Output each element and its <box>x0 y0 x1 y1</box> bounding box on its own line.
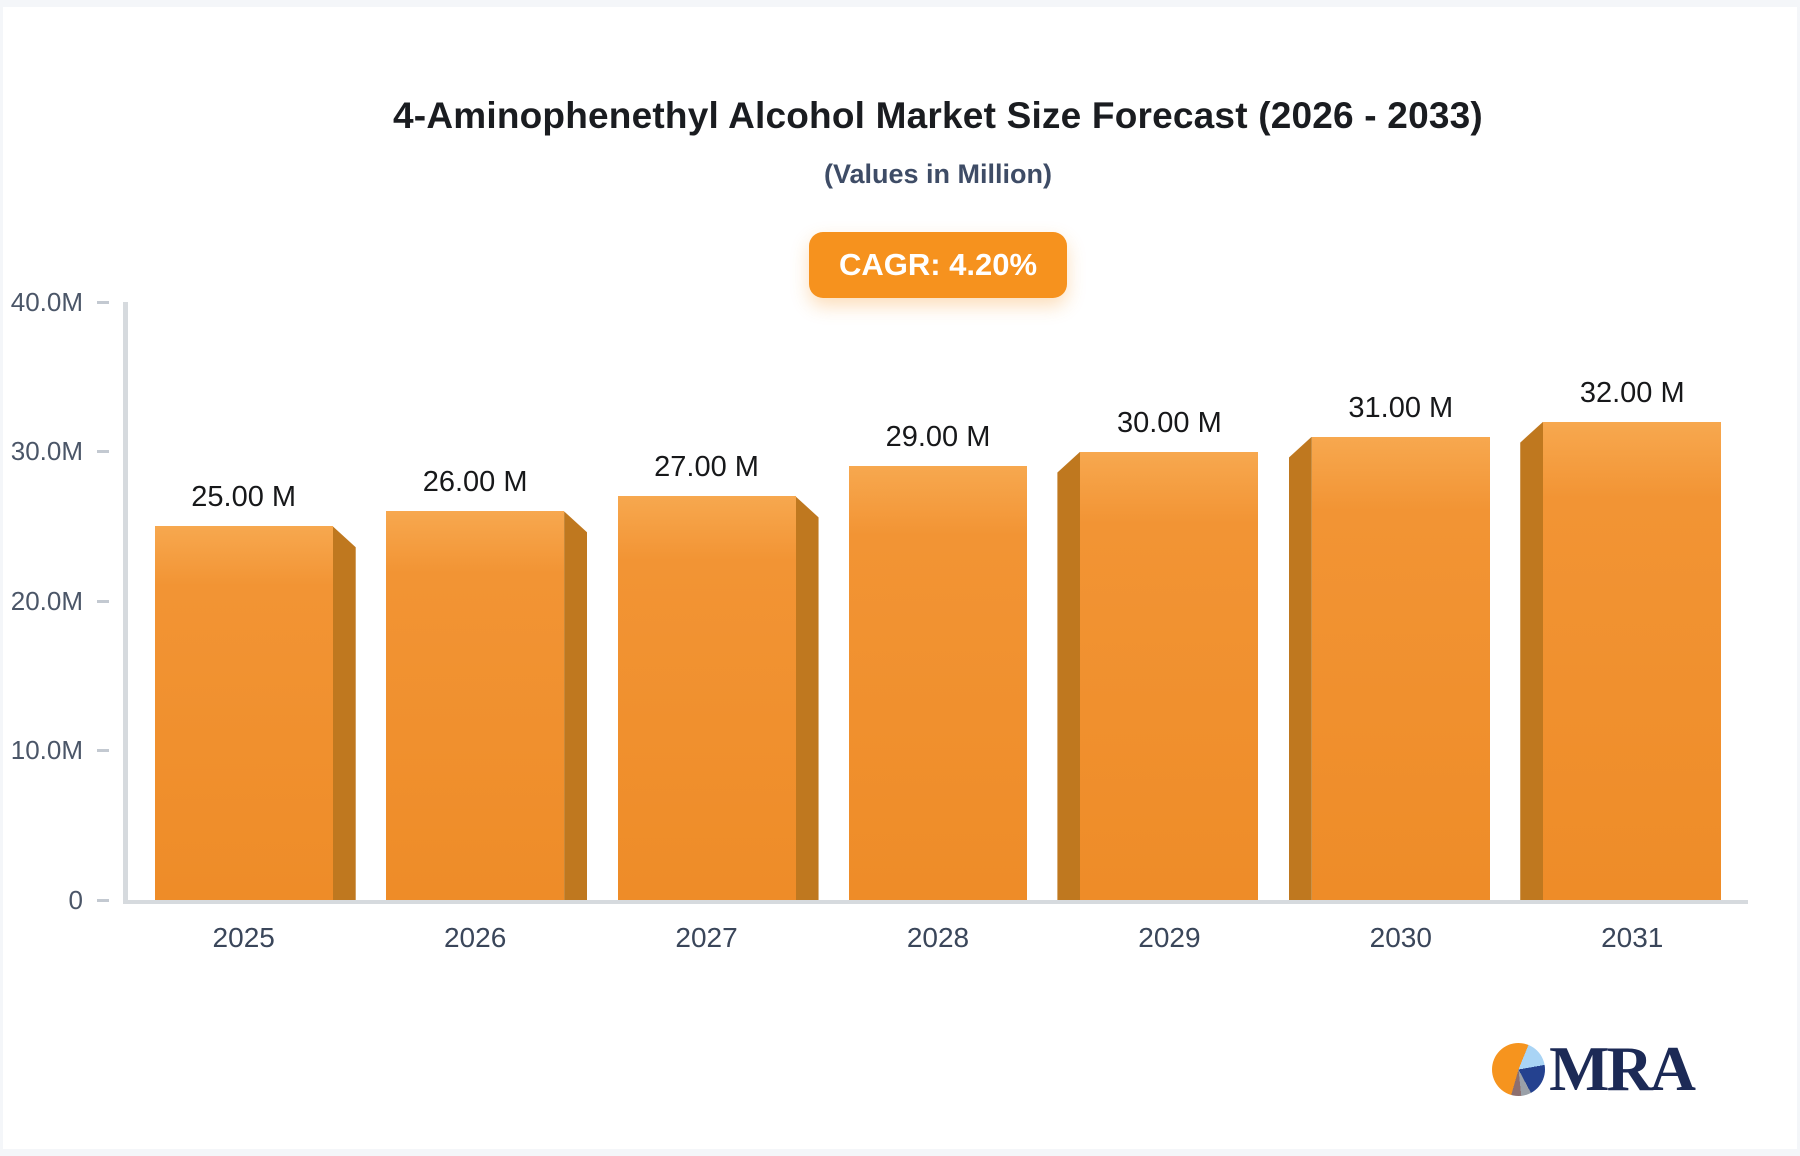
pie-chart-icon <box>1492 1042 1546 1096</box>
chart-title: 4-Aminophenethyl Alcohol Market Size For… <box>393 95 1483 136</box>
bar-3d-side <box>1288 436 1312 900</box>
bar-2027 <box>617 496 819 900</box>
y-axis-tick-mark <box>97 450 109 453</box>
y-axis-tick-mark <box>97 599 109 603</box>
bar-3d-side <box>564 511 588 900</box>
cagr-badge: CAGR: 4.20% <box>808 232 1068 298</box>
x-axis-label: 2028 <box>906 922 970 953</box>
x-axis-line <box>123 900 1748 904</box>
bar-face <box>1080 451 1259 900</box>
bar-face <box>386 511 565 900</box>
y-axis-tick-mark <box>97 898 109 902</box>
y-axis-tick-mark <box>97 749 109 752</box>
bar-face <box>1543 421 1722 900</box>
bar-slot-2025: 25.00 M 2025 <box>128 302 359 953</box>
bar-series: 25.00 M 2025 26.00 M 2026 27.00 M 2027 29.00 M… <box>128 302 1748 953</box>
y-axis-line <box>123 302 128 902</box>
y-axis-tick-label: 30.0M <box>10 436 83 466</box>
bar-slot-2030: 31.00 M 2030 <box>1285 302 1516 953</box>
bar-3d-side <box>795 496 819 900</box>
bar-3d-side <box>1520 421 1544 900</box>
bar-value-label: 25.00 M <box>191 481 297 514</box>
x-axis-label: 2025 <box>212 922 275 953</box>
bar-face <box>1311 436 1490 900</box>
bar-value-label: 32.00 M <box>1579 376 1685 409</box>
bar-face <box>154 526 333 900</box>
brand-logo: MRA <box>1492 1033 1696 1104</box>
y-axis-tick-mark <box>97 300 109 304</box>
bar-value-label: 27.00 M <box>654 451 759 484</box>
bar-face <box>848 466 1027 900</box>
bar-slot-2029: 30.00 M 2029 <box>1054 302 1285 953</box>
brand-logo-text: MRA <box>1549 1033 1696 1104</box>
bar-2030 <box>1288 436 1490 900</box>
x-axis-label: 2029 <box>1138 922 1201 953</box>
bar-2029 <box>1057 451 1259 900</box>
bar-slot-2026: 26.00 M 2026 <box>359 302 590 953</box>
bar-2025 <box>154 526 356 900</box>
bar-value-label: 26.00 M <box>422 466 528 499</box>
y-axis-tick-label: 40.0M <box>10 286 83 317</box>
bar-3d-side <box>1057 451 1081 900</box>
bar-chart-plot-area: 40.0M 30.0M 20.0M 10.0M 0 25.00 M 2025 26.00 M… <box>11 287 1748 953</box>
bar-value-label: 30.00 M <box>1116 406 1222 439</box>
bar-slot-2027: 27.00 M 2027 <box>591 302 822 953</box>
chart-header: 4-Aminophenethyl Alcohol Market Size For… <box>128 7 1748 298</box>
bar-2031 <box>1520 421 1722 900</box>
bar-slot-2028: 29.00 M 2028 <box>822 302 1053 953</box>
chart-subtitle: (Values in Million) <box>823 159 1053 189</box>
y-axis-tick-label: 0 <box>68 884 83 915</box>
bar-value-label: 29.00 M <box>885 421 991 454</box>
chart-card: 4-Aminophenethyl Alcohol Market Size For… <box>3 7 1797 1149</box>
y-axis-tick-label: 10.0M <box>10 735 83 765</box>
bar-slot-2031: 32.00 M 2031 <box>1517 302 1748 953</box>
x-axis-label: 2026 <box>443 922 507 953</box>
bar-face <box>617 496 796 900</box>
bar-value-label: 31.00 M <box>1348 391 1454 424</box>
bar-2026 <box>386 511 588 900</box>
y-axis-tick-label: 20.0M <box>10 585 83 616</box>
x-axis-label: 2031 <box>1601 922 1664 953</box>
x-axis-label: 2027 <box>675 922 738 953</box>
bar-3d-side <box>332 526 356 900</box>
bar-2028 <box>848 466 1027 900</box>
x-axis-label: 2030 <box>1369 922 1432 953</box>
